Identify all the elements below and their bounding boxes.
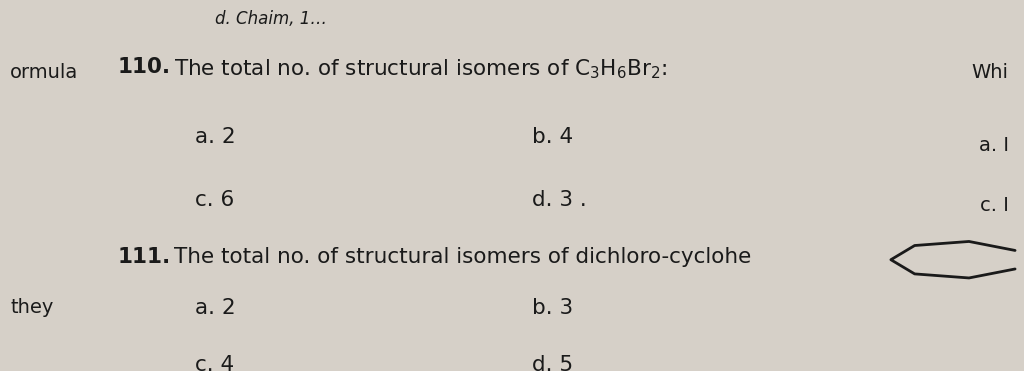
Text: 110.: 110.	[118, 57, 171, 77]
Text: The total no. of structural isomers of $\mathregular{C_3H_6Br_2}$:: The total no. of structural isomers of $…	[174, 57, 668, 81]
Text: c. 6: c. 6	[195, 190, 233, 210]
Text: they: they	[10, 298, 53, 317]
Text: a. 2: a. 2	[195, 127, 236, 147]
Text: c. I: c. I	[980, 196, 1009, 216]
Text: d. Chaim, 1…: d. Chaim, 1…	[215, 10, 327, 27]
Text: d. 5: d. 5	[532, 355, 573, 371]
Text: b. 4: b. 4	[532, 127, 573, 147]
Text: a. 2: a. 2	[195, 298, 236, 318]
Text: d. 3 .: d. 3 .	[532, 190, 587, 210]
Text: c. 4: c. 4	[195, 355, 233, 371]
Text: b. 3: b. 3	[532, 298, 573, 318]
Text: The total no. of structural isomers of dichloro-cyclohe: The total no. of structural isomers of d…	[174, 247, 752, 267]
Text: ormula: ormula	[10, 63, 79, 82]
Text: 111.: 111.	[118, 247, 171, 267]
Text: a. I: a. I	[979, 136, 1009, 155]
Text: Whi: Whi	[972, 63, 1009, 82]
